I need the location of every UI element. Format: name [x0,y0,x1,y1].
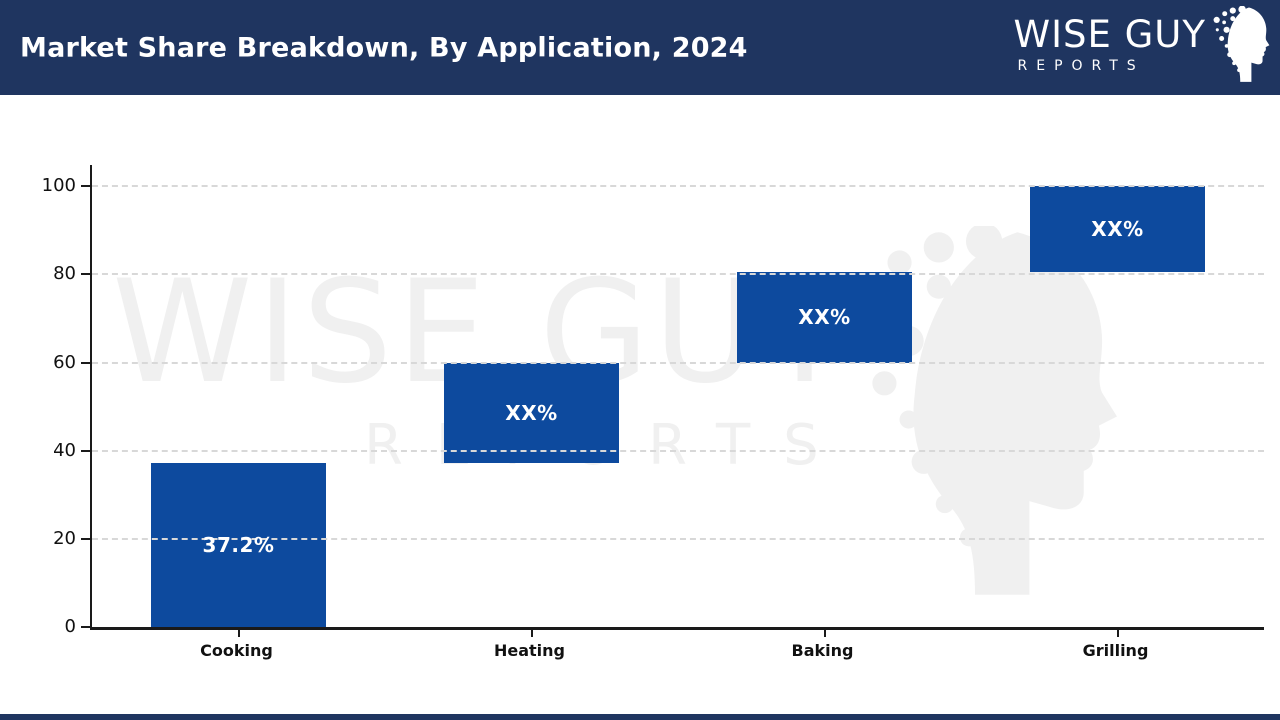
gridline-40 [92,449,1264,452]
bar-value-label: XX% [1091,217,1144,242]
logo-text: WISE GUY REPORTS [1014,16,1206,74]
wise-guy-logo: WISE GUY REPORTS [1014,6,1270,84]
bar-grilling: XX% [1029,186,1206,273]
bar-heating: XX% [443,362,620,464]
y-tick-label: 20 [53,527,76,549]
gridline-60 [92,361,1264,364]
x-axis-tick [237,630,240,637]
y-axis-tick [81,537,90,540]
logo-subtext: REPORTS [1017,58,1145,74]
y-tick-label: 60 [53,351,76,373]
x-axis-tick [530,630,533,637]
gridline-20 [92,537,1264,540]
x-axis-label-grilling: Grilling [1082,641,1149,660]
y-axis-tick [81,449,90,452]
x-axis-label-cooking: Cooking [200,641,273,660]
y-axis-tick [81,185,90,188]
y-tick-label: 40 [53,439,76,461]
footer-bar [0,714,1280,720]
y-axis-tick [81,361,90,364]
x-axis-tick [1116,630,1119,637]
logo-wordmark: WISE GUY [1013,13,1206,56]
y-tick-label: 80 [53,263,76,285]
y-tick-label: 100 [41,175,76,197]
bar-baking: XX% [736,272,913,363]
y-axis-tick [81,626,90,628]
plot-area: 37.2% XX% XX% XX% 0 20 40 60 80 100 [42,165,1264,637]
x-axis-labels: Cooking Heating Baking Grilling [90,641,1262,660]
y-tick-label: 0 [64,616,76,637]
logo-head-icon [1213,6,1270,82]
bar-value-label: XX% [505,400,558,425]
y-axis-tick [81,273,90,276]
header: Market Share Breakdown, By Application, … [0,0,1280,95]
x-axis-label-baking: Baking [791,641,854,660]
gridline-80 [92,273,1264,276]
x-axis-label-heating: Heating [493,641,565,660]
bar-value-label: XX% [798,305,851,330]
bar-cooking: 37.2% [150,463,327,627]
x-axis-tick [823,630,826,637]
page-title: Market Share Breakdown, By Application, … [20,32,748,63]
bar-value-label: 37.2% [202,533,275,557]
gridline-100 [92,185,1264,188]
